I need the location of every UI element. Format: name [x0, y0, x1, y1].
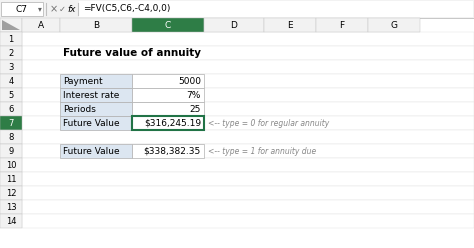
- Text: 14: 14: [6, 217, 16, 225]
- Text: C: C: [165, 21, 171, 30]
- Text: C7: C7: [16, 4, 28, 13]
- FancyBboxPatch shape: [204, 18, 264, 32]
- FancyBboxPatch shape: [368, 18, 420, 32]
- Text: A: A: [38, 21, 44, 30]
- FancyBboxPatch shape: [22, 46, 474, 60]
- Text: 5: 5: [9, 91, 14, 99]
- FancyBboxPatch shape: [22, 74, 474, 88]
- Text: 7: 7: [9, 119, 14, 127]
- Text: D: D: [230, 21, 237, 30]
- Text: 1: 1: [9, 34, 14, 43]
- Text: 6: 6: [9, 104, 14, 114]
- FancyBboxPatch shape: [60, 18, 132, 32]
- Text: F: F: [339, 21, 345, 30]
- FancyBboxPatch shape: [0, 74, 22, 88]
- Text: $316,245.19: $316,245.19: [144, 119, 201, 127]
- FancyBboxPatch shape: [60, 88, 132, 102]
- FancyBboxPatch shape: [0, 60, 22, 74]
- Text: 3: 3: [9, 62, 14, 71]
- Text: <-- type = 1 for annuity due: <-- type = 1 for annuity due: [208, 147, 316, 155]
- FancyBboxPatch shape: [132, 74, 204, 88]
- Text: Future value of annuity: Future value of annuity: [63, 48, 201, 58]
- FancyBboxPatch shape: [132, 116, 204, 130]
- FancyBboxPatch shape: [22, 18, 60, 32]
- Text: Future Value: Future Value: [63, 147, 119, 155]
- FancyBboxPatch shape: [0, 144, 22, 158]
- Text: 2: 2: [9, 49, 14, 58]
- Text: =FV(C5,C6,-C4,0,0): =FV(C5,C6,-C4,0,0): [83, 4, 170, 13]
- FancyBboxPatch shape: [0, 46, 22, 60]
- FancyBboxPatch shape: [22, 88, 474, 102]
- FancyBboxPatch shape: [22, 186, 474, 200]
- Text: <-- type = 0 for regular annuity: <-- type = 0 for regular annuity: [208, 119, 329, 127]
- Text: 11: 11: [6, 175, 16, 184]
- FancyBboxPatch shape: [0, 0, 474, 18]
- FancyBboxPatch shape: [0, 172, 22, 186]
- FancyBboxPatch shape: [0, 186, 22, 200]
- FancyBboxPatch shape: [79, 1, 473, 17]
- FancyBboxPatch shape: [22, 116, 474, 130]
- Text: 25: 25: [190, 104, 201, 114]
- Text: ×: ×: [50, 4, 58, 14]
- Text: ✓: ✓: [58, 4, 65, 13]
- FancyBboxPatch shape: [0, 88, 22, 102]
- FancyBboxPatch shape: [22, 60, 474, 74]
- FancyBboxPatch shape: [0, 102, 22, 116]
- FancyBboxPatch shape: [132, 88, 204, 102]
- FancyBboxPatch shape: [0, 158, 22, 172]
- FancyBboxPatch shape: [22, 172, 474, 186]
- Text: 4: 4: [9, 76, 14, 86]
- FancyBboxPatch shape: [0, 200, 22, 214]
- Polygon shape: [2, 20, 20, 30]
- Text: E: E: [287, 21, 293, 30]
- Text: fx: fx: [68, 4, 76, 13]
- FancyBboxPatch shape: [22, 130, 474, 144]
- Text: B: B: [93, 21, 99, 30]
- FancyBboxPatch shape: [60, 74, 132, 88]
- FancyBboxPatch shape: [22, 32, 474, 46]
- FancyBboxPatch shape: [0, 32, 22, 46]
- FancyBboxPatch shape: [22, 200, 474, 214]
- Text: G: G: [391, 21, 398, 30]
- Text: 5000: 5000: [178, 76, 201, 86]
- Text: Interest rate: Interest rate: [63, 91, 119, 99]
- FancyBboxPatch shape: [132, 144, 204, 158]
- FancyBboxPatch shape: [0, 18, 22, 32]
- Text: 7%: 7%: [187, 91, 201, 99]
- FancyBboxPatch shape: [22, 158, 474, 172]
- FancyBboxPatch shape: [132, 18, 204, 32]
- FancyBboxPatch shape: [264, 18, 316, 32]
- Text: ▾: ▾: [38, 4, 42, 13]
- FancyBboxPatch shape: [0, 130, 22, 144]
- FancyBboxPatch shape: [60, 102, 132, 116]
- FancyBboxPatch shape: [1, 2, 43, 16]
- Text: $338,382.35: $338,382.35: [144, 147, 201, 155]
- FancyBboxPatch shape: [60, 144, 132, 158]
- FancyBboxPatch shape: [0, 116, 22, 130]
- Text: Payment: Payment: [63, 76, 103, 86]
- Text: 12: 12: [6, 188, 16, 197]
- Text: Future Value: Future Value: [63, 119, 119, 127]
- Text: 9: 9: [9, 147, 14, 155]
- FancyBboxPatch shape: [22, 144, 474, 158]
- FancyBboxPatch shape: [316, 18, 368, 32]
- FancyBboxPatch shape: [132, 102, 204, 116]
- FancyBboxPatch shape: [22, 102, 474, 116]
- FancyBboxPatch shape: [0, 214, 22, 228]
- Text: 8: 8: [9, 132, 14, 142]
- Text: 13: 13: [6, 203, 16, 212]
- Text: Periods: Periods: [63, 104, 96, 114]
- FancyBboxPatch shape: [22, 214, 474, 228]
- Text: 10: 10: [6, 160, 16, 169]
- FancyBboxPatch shape: [60, 116, 132, 130]
